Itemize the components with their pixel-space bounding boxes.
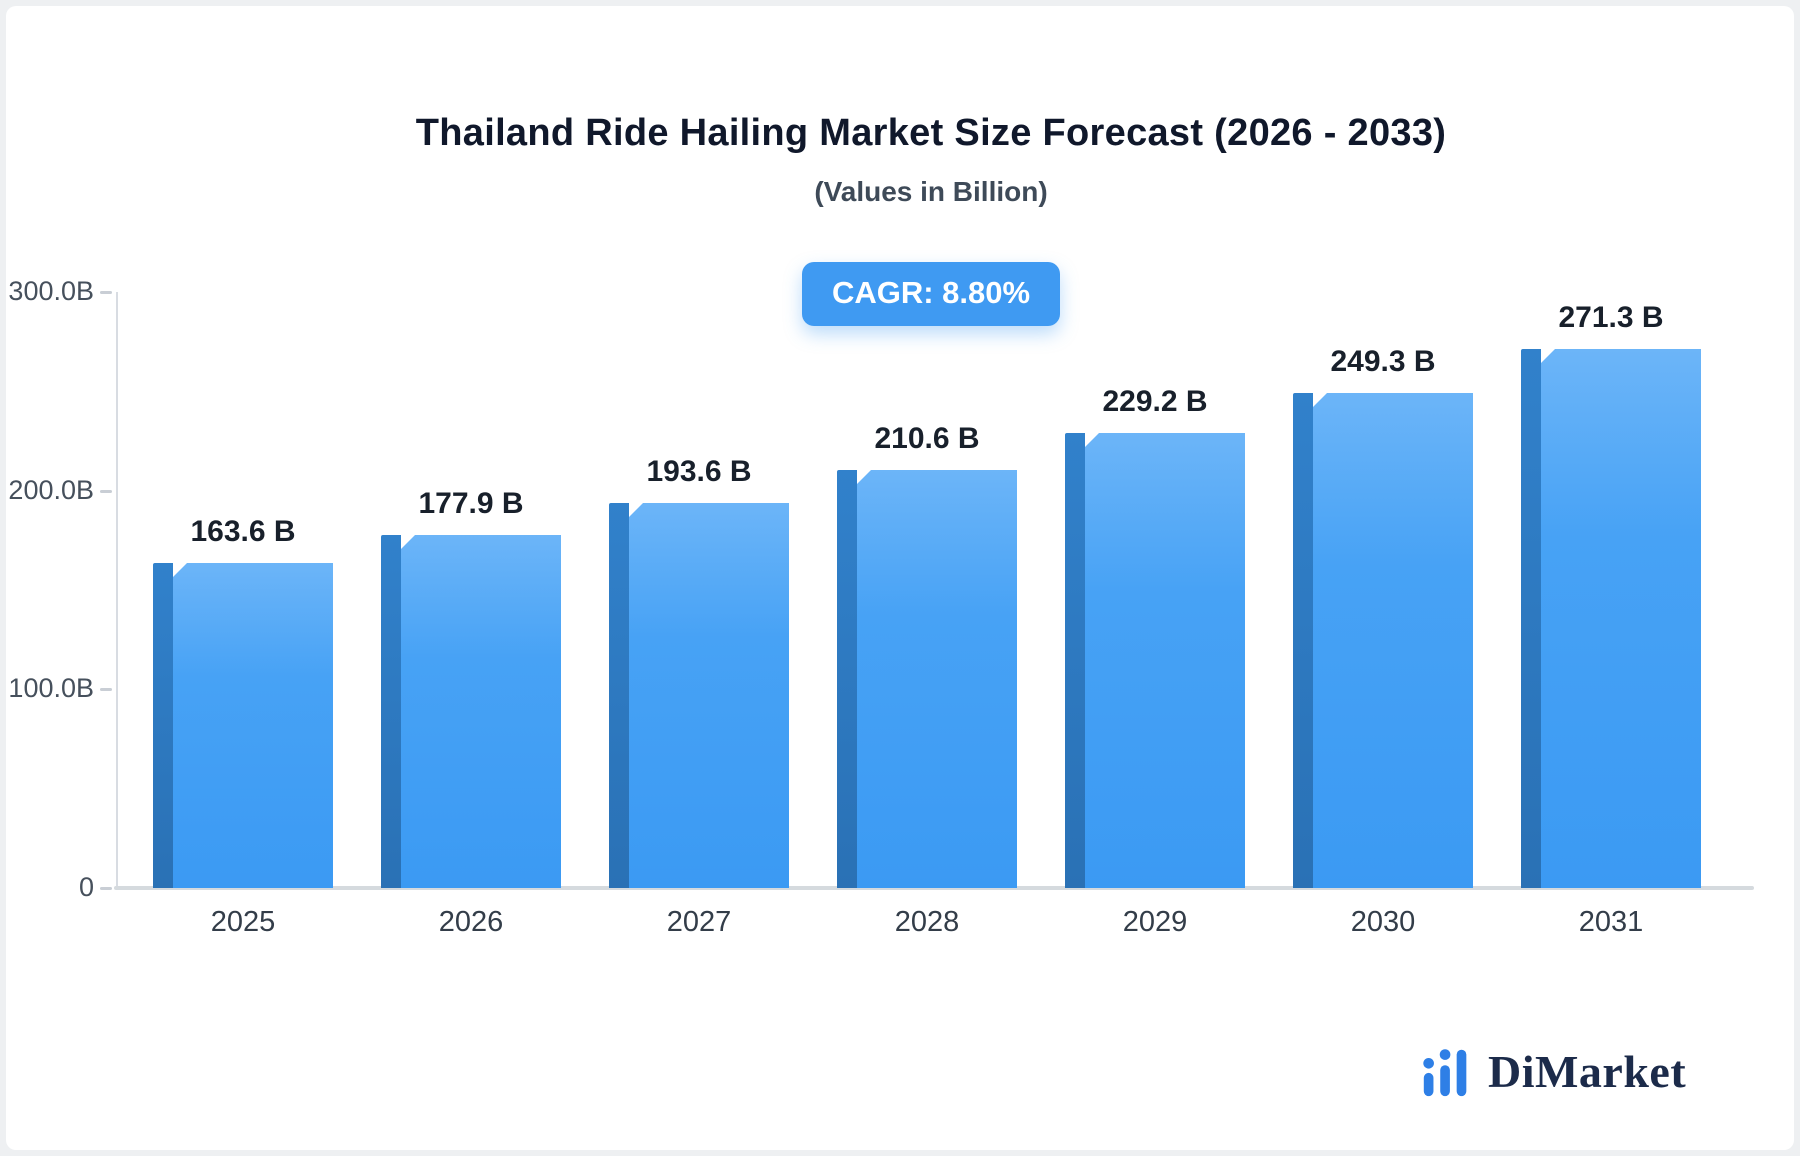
bar-side-shadow bbox=[609, 503, 629, 888]
bar-column-2025: 163.6 B 2025 bbox=[153, 515, 333, 938]
bar-value-label: 193.6 B bbox=[646, 455, 752, 488]
bar-value-label: 177.9 B bbox=[418, 487, 524, 520]
bar-2029: 229.2 B bbox=[1065, 385, 1245, 888]
bar-column-2028: 210.6 B 2028 bbox=[837, 422, 1017, 938]
bar-column-2030: 249.3 B 2030 bbox=[1293, 345, 1473, 938]
cagr-badge-row: CAGR: 8.80% bbox=[56, 262, 1800, 326]
bar-side-shadow bbox=[1521, 349, 1541, 888]
x-axis-label-2026: 2026 bbox=[438, 906, 504, 938]
bar-2026: 177.9 B bbox=[381, 487, 561, 888]
bar-side-shadow bbox=[381, 535, 401, 888]
bar-side-shadow bbox=[153, 563, 173, 888]
y-axis-line bbox=[116, 292, 118, 888]
chart-title: Thailand Ride Hailing Market Size Foreca… bbox=[415, 112, 1447, 154]
bar-value-label: 271.3 B bbox=[1558, 301, 1664, 334]
bar-2027: 193.6 B bbox=[609, 455, 789, 888]
bar-column-2031: 271.3 B 2031 bbox=[1521, 301, 1701, 938]
bar-face bbox=[1313, 393, 1473, 888]
bar-value-label: 229.2 B bbox=[1102, 385, 1208, 418]
y-tick-label: 300.0B bbox=[8, 276, 94, 306]
bar-side-shadow bbox=[1065, 433, 1085, 888]
bars-container: 163.6 B 2025 177.9 B 2026 193.6 B 2027 210.6 B… bbox=[153, 292, 1701, 938]
y-tick-mark bbox=[100, 887, 112, 890]
brand-logo: DiMarket bbox=[1418, 1042, 1686, 1100]
brand-name: DiMarket bbox=[1488, 1045, 1687, 1097]
chart-card: Thailand Ride Hailing Market Size Foreca… bbox=[6, 6, 1794, 1150]
bar-side-shadow bbox=[1293, 393, 1313, 888]
bar-side-shadow bbox=[837, 470, 857, 888]
x-axis-baseline bbox=[114, 886, 1754, 890]
y-tick-label: 200.0B bbox=[8, 475, 94, 505]
bar-2030: 249.3 B bbox=[1293, 345, 1473, 888]
bar-face bbox=[173, 563, 333, 888]
x-axis-label-2031: 2031 bbox=[1578, 906, 1644, 938]
x-axis-label-2028: 2028 bbox=[894, 906, 960, 938]
bar-2025: 163.6 B bbox=[153, 515, 333, 888]
bar-value-label: 163.6 B bbox=[190, 515, 296, 548]
y-tick-label: 100.0B bbox=[8, 673, 94, 703]
cagr-badge: CAGR: 8.80% bbox=[801, 262, 1061, 326]
bar-face bbox=[401, 535, 561, 888]
bar-face bbox=[629, 503, 789, 888]
x-axis-label-2027: 2027 bbox=[666, 906, 732, 938]
bar-column-2026: 177.9 B 2026 bbox=[381, 487, 561, 938]
bar-chart-icon bbox=[1423, 1049, 1467, 1097]
chart-subtitle: (Values in Billion) bbox=[814, 176, 1048, 207]
bar-2028: 210.6 B bbox=[837, 422, 1017, 888]
y-tick-label: 0 bbox=[78, 872, 94, 902]
plot-area: 300.0B 200.0B 100.0B 0 163.6 B 2025 177.9 B 20… bbox=[6, 6, 1794, 1150]
y-tick-mark bbox=[100, 291, 112, 294]
x-axis-label-2030: 2030 bbox=[1350, 906, 1416, 938]
bar-2031: 271.3 B bbox=[1521, 301, 1701, 888]
bar-column-2027: 193.6 B 2027 bbox=[609, 455, 789, 938]
bar-face bbox=[1541, 349, 1701, 888]
x-axis-label-2029: 2029 bbox=[1122, 906, 1188, 938]
bar-column-2029: 229.2 B 2029 bbox=[1065, 385, 1245, 938]
bar-value-label: 249.3 B bbox=[1330, 345, 1436, 378]
bar-face bbox=[1085, 433, 1245, 888]
bar-face bbox=[857, 470, 1017, 888]
x-axis-label-2025: 2025 bbox=[210, 906, 276, 938]
y-tick-mark bbox=[100, 688, 112, 691]
y-tick-mark bbox=[100, 490, 112, 493]
bar-value-label: 210.6 B bbox=[874, 422, 980, 455]
